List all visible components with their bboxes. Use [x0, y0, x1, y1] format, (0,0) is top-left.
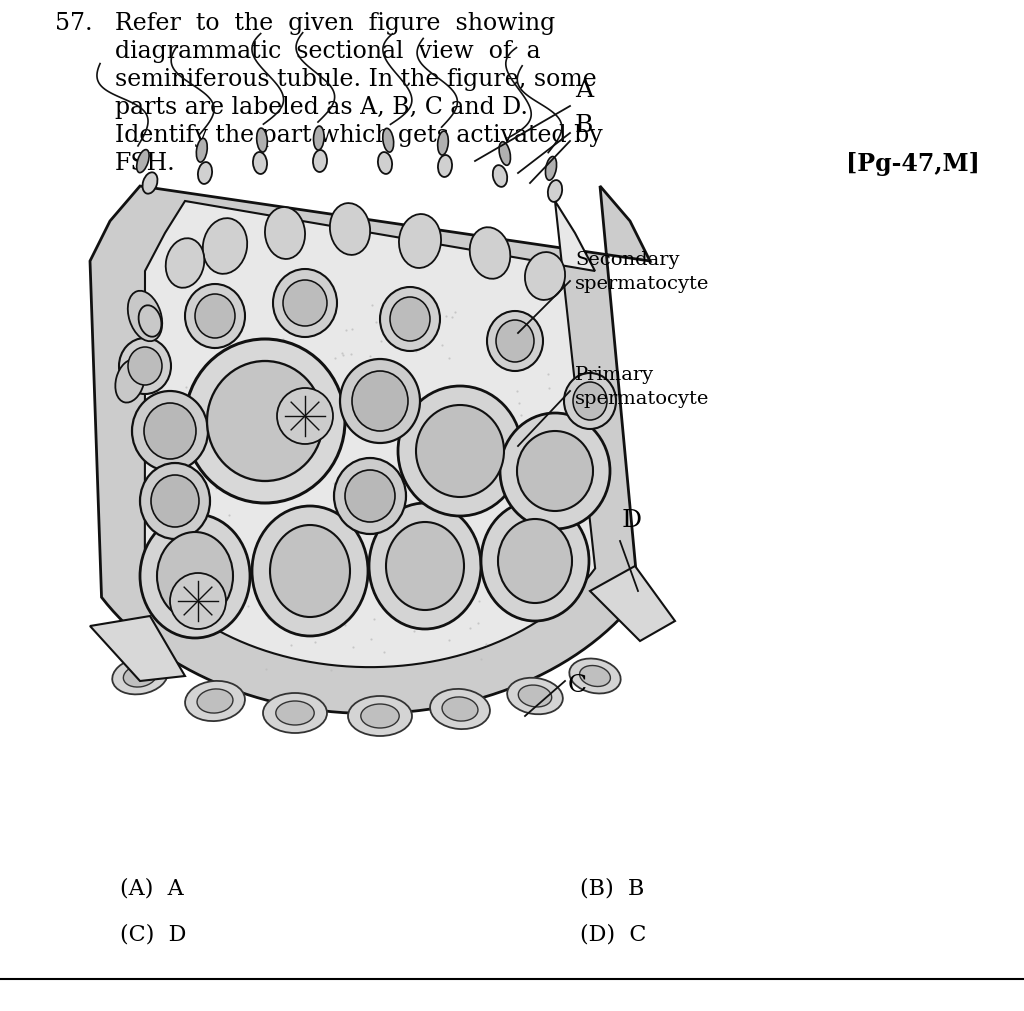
Ellipse shape [334, 459, 406, 535]
Ellipse shape [198, 163, 212, 185]
Ellipse shape [416, 405, 504, 497]
Ellipse shape [185, 285, 245, 349]
Ellipse shape [378, 153, 392, 175]
Ellipse shape [496, 320, 534, 363]
Ellipse shape [140, 515, 250, 638]
Ellipse shape [195, 295, 234, 339]
Ellipse shape [500, 413, 610, 530]
Ellipse shape [185, 340, 345, 503]
Ellipse shape [132, 391, 208, 471]
Text: (A)  A: (A) A [120, 877, 183, 898]
Text: FSH.: FSH. [115, 152, 176, 175]
Ellipse shape [128, 348, 162, 385]
Text: (D)  C: (D) C [580, 923, 646, 945]
Ellipse shape [430, 690, 489, 729]
Ellipse shape [203, 219, 247, 275]
Ellipse shape [253, 153, 267, 175]
Ellipse shape [330, 204, 370, 256]
Ellipse shape [390, 297, 430, 342]
Ellipse shape [399, 214, 441, 269]
Ellipse shape [499, 143, 511, 166]
Text: (B)  B: (B) B [580, 877, 644, 898]
Ellipse shape [275, 702, 314, 725]
Ellipse shape [263, 694, 327, 733]
Ellipse shape [573, 382, 607, 421]
Text: B: B [575, 114, 593, 136]
Ellipse shape [166, 239, 205, 288]
Ellipse shape [142, 173, 158, 194]
Ellipse shape [438, 156, 452, 178]
Text: Refer  to  the  given  figure  showing: Refer to the given figure showing [115, 12, 555, 35]
Ellipse shape [151, 475, 199, 528]
Ellipse shape [270, 526, 350, 618]
Ellipse shape [517, 432, 593, 512]
Text: seminiferous tubule. In the figure, some: seminiferous tubule. In the figure, some [115, 68, 597, 91]
Ellipse shape [313, 127, 324, 151]
Ellipse shape [273, 270, 337, 338]
Ellipse shape [507, 678, 563, 715]
Ellipse shape [136, 151, 150, 174]
Text: Identify the part which gets activated by: Identify the part which gets activated b… [115, 124, 603, 147]
Ellipse shape [144, 403, 196, 460]
Ellipse shape [113, 658, 168, 695]
Ellipse shape [352, 372, 408, 432]
Ellipse shape [487, 311, 543, 372]
Ellipse shape [383, 129, 393, 153]
Ellipse shape [340, 360, 420, 444]
Text: (C)  D: (C) D [120, 923, 186, 945]
Text: Secondary
spermatocyte: Secondary spermatocyte [575, 251, 710, 292]
Text: parts are labeled as A, B, C and D.: parts are labeled as A, B, C and D. [115, 96, 528, 119]
Ellipse shape [525, 253, 565, 300]
Ellipse shape [380, 288, 440, 352]
Ellipse shape [170, 573, 226, 630]
Text: 57.: 57. [55, 12, 92, 35]
Ellipse shape [207, 362, 323, 481]
Ellipse shape [437, 132, 449, 156]
Ellipse shape [481, 501, 589, 622]
Ellipse shape [140, 463, 210, 540]
Polygon shape [144, 202, 595, 667]
Ellipse shape [138, 306, 162, 338]
Ellipse shape [128, 291, 162, 342]
Ellipse shape [360, 705, 399, 728]
Ellipse shape [398, 386, 522, 517]
Ellipse shape [470, 228, 510, 279]
Polygon shape [590, 566, 675, 641]
Text: C: C [568, 673, 587, 697]
Text: [Pg-47,M]: [Pg-47,M] [846, 152, 980, 176]
Ellipse shape [564, 374, 616, 430]
Ellipse shape [252, 507, 368, 636]
Ellipse shape [580, 666, 610, 686]
Text: diagrammatic  sectional  view  of  a: diagrammatic sectional view of a [115, 40, 541, 63]
Ellipse shape [498, 520, 572, 604]
Ellipse shape [569, 659, 621, 694]
Polygon shape [90, 187, 650, 714]
Ellipse shape [442, 698, 478, 721]
Polygon shape [90, 617, 185, 681]
Text: A: A [575, 79, 593, 102]
Ellipse shape [548, 181, 562, 202]
Ellipse shape [119, 339, 171, 394]
Ellipse shape [157, 533, 233, 621]
Ellipse shape [197, 140, 207, 163]
Ellipse shape [348, 697, 412, 736]
Ellipse shape [278, 388, 333, 445]
Ellipse shape [313, 151, 327, 173]
Ellipse shape [257, 129, 267, 153]
Ellipse shape [283, 281, 327, 327]
Ellipse shape [123, 665, 157, 687]
Ellipse shape [197, 690, 233, 714]
Ellipse shape [386, 523, 464, 611]
Ellipse shape [265, 208, 305, 260]
Ellipse shape [116, 360, 144, 403]
Text: Primary
spermatocyte: Primary spermatocyte [575, 366, 710, 407]
Ellipse shape [185, 681, 245, 722]
Ellipse shape [518, 685, 552, 708]
Ellipse shape [369, 503, 481, 630]
Ellipse shape [345, 470, 395, 523]
Ellipse shape [493, 166, 507, 188]
Text: D: D [622, 509, 642, 532]
Ellipse shape [546, 158, 557, 181]
